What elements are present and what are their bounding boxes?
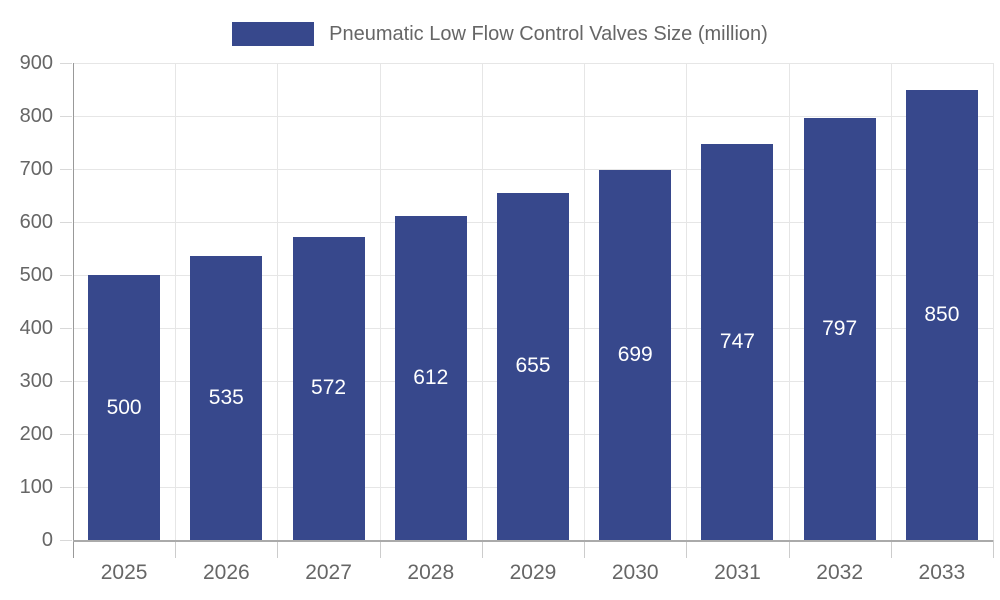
x-tick [584, 540, 586, 558]
x-gridline [890, 63, 892, 540]
x-tick [379, 540, 381, 558]
x-tick [993, 540, 994, 558]
bar-2033[interactable] [905, 89, 978, 540]
bar-2027[interactable] [292, 236, 365, 540]
x-gridline [993, 63, 994, 540]
x-axis-tick-label: 2028 [407, 561, 455, 584]
y-axis-tick-label: 700 [19, 158, 53, 180]
y-tick [60, 328, 72, 329]
x-tick [788, 540, 790, 558]
x-gridline [379, 63, 381, 540]
bar-2028[interactable] [394, 215, 467, 540]
y-gridline [73, 169, 993, 170]
x-gridline [584, 63, 586, 540]
y-axis-tick-label: 200 [19, 423, 53, 445]
y-tick [60, 540, 72, 541]
bar-2025[interactable] [88, 275, 161, 540]
x-axis-tick-label: 2029 [509, 561, 557, 584]
y-axis-tick-label: 900 [19, 52, 53, 74]
bar-2026[interactable] [190, 256, 263, 540]
legend-label: Pneumatic Low Flow Control Valves Size (… [329, 22, 768, 45]
legend-swatch [232, 22, 315, 46]
y-tick [60, 487, 72, 488]
x-tick [686, 540, 688, 558]
legend[interactable]: Pneumatic Low Flow Control Valves Size (… [0, 20, 1000, 48]
y-tick [60, 275, 72, 276]
x-tick [890, 540, 892, 558]
y-axis-tick-label: 600 [19, 211, 53, 233]
bar-value-label: 535 [208, 386, 244, 410]
x-axis-tick-label: 2026 [202, 561, 250, 584]
y-tick [60, 116, 72, 117]
x-gridline [175, 63, 177, 540]
bar-2029[interactable] [497, 192, 569, 540]
x-tick [175, 540, 177, 558]
y-axis-tick-label: 300 [19, 370, 53, 392]
x-axis-line [73, 540, 993, 542]
y-tick [60, 381, 72, 382]
y-axis-tick-label: 100 [19, 476, 53, 498]
bar-value-label: 655 [515, 354, 551, 378]
bar-2032[interactable] [803, 117, 876, 540]
bar-value-label: 797 [822, 316, 858, 340]
x-axis-tick-label: 2033 [918, 561, 966, 584]
y-tick [60, 222, 72, 223]
y-gridline [73, 116, 993, 117]
bar-value-label: 747 [719, 330, 755, 354]
y-gridline [73, 63, 993, 64]
x-axis-tick-label: 2025 [100, 561, 148, 584]
bar-value-label: 699 [617, 342, 653, 366]
x-tick [481, 540, 483, 558]
y-tick [60, 169, 72, 170]
y-axis-tick-label: 0 [41, 529, 53, 551]
x-axis-tick-label: 2030 [611, 561, 659, 584]
y-tick [60, 63, 72, 64]
y-axis-tick-label: 500 [19, 264, 53, 286]
x-gridline [277, 63, 279, 540]
x-axis-tick-label: 2031 [714, 561, 761, 584]
y-tick [60, 434, 72, 435]
x-axis-tick-label: 2032 [816, 561, 864, 584]
bar-value-label: 500 [106, 395, 142, 419]
bar-2031[interactable] [701, 144, 774, 540]
bar-value-label: 612 [413, 365, 449, 389]
y-axis-tick-label: 400 [19, 317, 53, 339]
y-axis-line [73, 63, 74, 558]
x-gridline [481, 63, 483, 540]
bar-value-label: 572 [311, 376, 347, 400]
bar-value-label: 850 [924, 302, 960, 326]
x-tick [277, 540, 279, 558]
bar-2030[interactable] [599, 169, 672, 540]
x-axis-tick-label: 2027 [305, 561, 352, 584]
x-gridline [686, 63, 688, 540]
y-axis-tick-label: 800 [19, 105, 53, 127]
x-gridline [788, 63, 790, 540]
